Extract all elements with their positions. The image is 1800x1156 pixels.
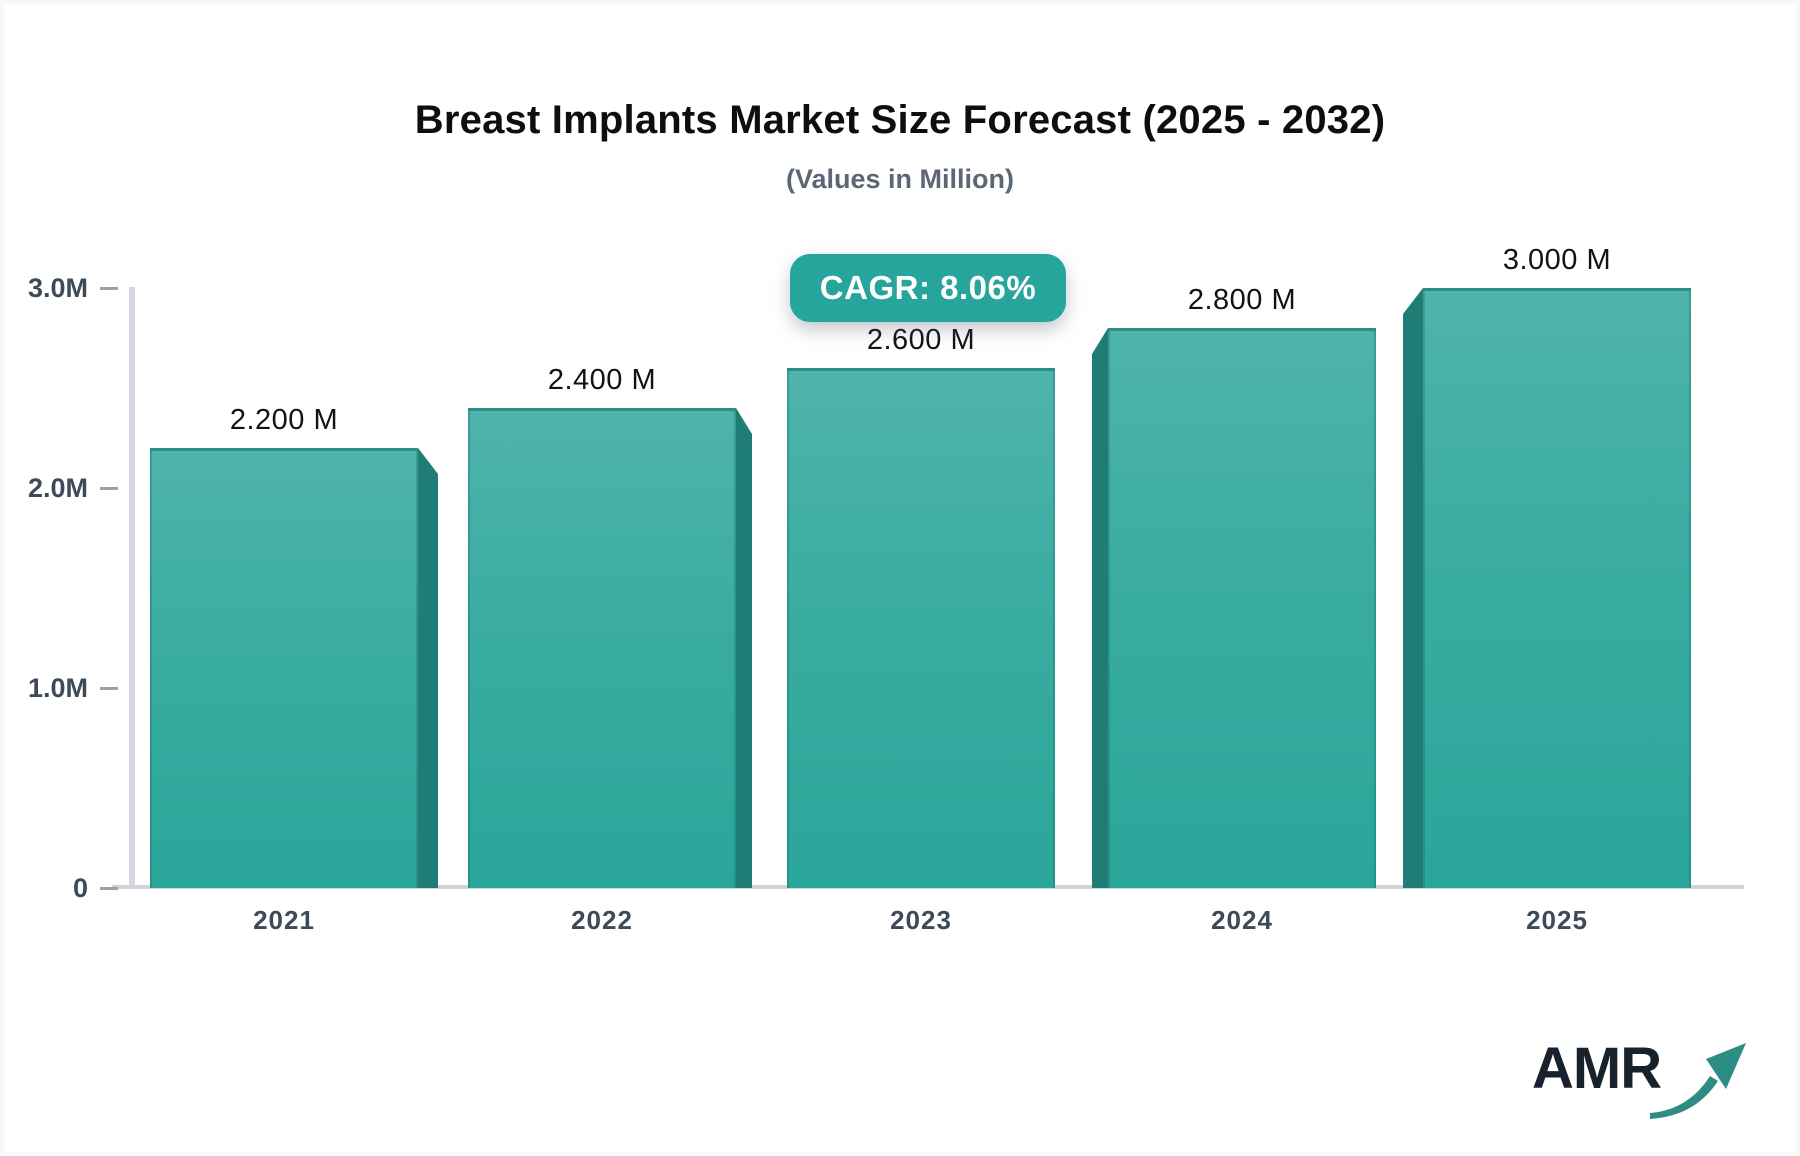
- bar-2024: [1108, 328, 1376, 888]
- y-axis-tick-mark: [100, 287, 118, 290]
- bar-value-label-2021: 2.200 M: [229, 404, 339, 436]
- bar-2025: [1423, 288, 1691, 888]
- bar-2021: [150, 448, 418, 888]
- y-axis-tick-label: 1.0M: [27, 673, 88, 703]
- chart-subtitle: (Values in Million): [785, 164, 1015, 194]
- bar-value-label-2024: 2.800 M: [1187, 284, 1297, 316]
- y-axis-line: [129, 287, 135, 889]
- bar-2022: [468, 408, 736, 888]
- bar-value-label-2022: 2.400 M: [547, 364, 657, 396]
- bar-value-label-2023: 2.600 M: [866, 324, 976, 356]
- trending-up-arrow-icon: [1650, 1043, 1746, 1119]
- bar-3d-side-2025: [1403, 288, 1423, 888]
- x-axis-label-2024: 2024: [1211, 905, 1273, 935]
- cagr-badge: CAGR: 8.06%: [790, 254, 1066, 322]
- y-axis-tick-mark: [100, 487, 118, 490]
- y-axis-tick-mark: [100, 887, 118, 890]
- y-axis-tick-label: 0: [72, 873, 88, 903]
- y-axis-tick-mark: [100, 687, 118, 690]
- amr-logo: AMR: [1532, 1035, 1746, 1125]
- amr-logo-text: AMR: [1532, 1036, 1662, 1101]
- y-axis-tick-label: 3.0M: [27, 273, 88, 303]
- chart-title: Breast Implants Market Size Forecast (20…: [414, 98, 1386, 142]
- y-axis-tick-label: 2.0M: [27, 473, 88, 503]
- bar-2023: [787, 368, 1055, 888]
- bar-value-label-2025: 3.000 M: [1502, 244, 1612, 276]
- bar-3d-side-2024: [1092, 328, 1108, 888]
- x-axis-label-2021: 2021: [253, 905, 315, 935]
- x-axis-label-2022: 2022: [571, 905, 633, 935]
- bar-3d-side-2022: [736, 408, 752, 888]
- x-axis-label-2023: 2023: [890, 905, 952, 935]
- x-axis-label-2025: 2025: [1526, 905, 1588, 935]
- bar-3d-side-2021: [418, 448, 438, 888]
